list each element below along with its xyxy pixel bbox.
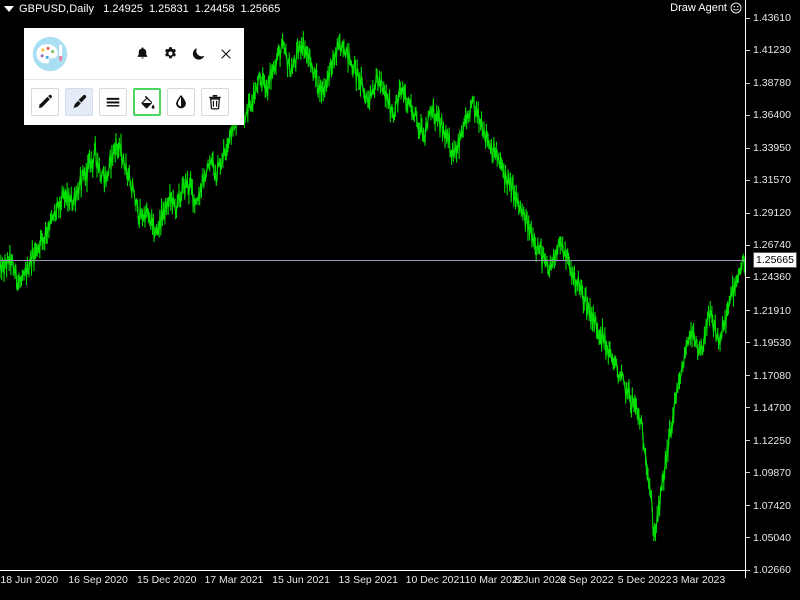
draw-panel-header	[24, 28, 244, 80]
price-tick: 1.21910	[746, 305, 791, 317]
ohlc-high: 1.25831	[148, 3, 189, 15]
paint-bucket-icon	[140, 95, 155, 109]
price-bars	[0, 31, 745, 542]
line-width-icon	[106, 97, 120, 107]
price-tick: 1.24360	[746, 271, 791, 283]
time-axis[interactable]: 18 Jun 2020 16 Sep 2020 15 Dec 2020 17 Mar …	[0, 570, 745, 600]
trash-icon	[209, 94, 221, 110]
price-tick: 1.17080	[746, 370, 791, 382]
time-tick: 13 Sep 2021	[338, 574, 399, 586]
pencil-icon	[39, 94, 52, 108]
price-tick: 1.36400	[746, 109, 791, 121]
ohlc-open: 1.24925	[103, 3, 143, 15]
ohlc-close: 1.25665	[240, 3, 281, 15]
ohlc-low: 1.24458	[194, 3, 235, 15]
price-tick: 1.31570	[746, 174, 791, 186]
dark-mode-moon-icon[interactable]	[190, 46, 206, 62]
draw-agent-panel[interactable]	[24, 28, 244, 125]
price-tick: 1.09870	[746, 467, 791, 479]
time-tick: 10 Dec 2021	[405, 574, 466, 586]
price-tick: 1.43610	[746, 12, 791, 24]
symbol-label: GBPUSD,Daily	[19, 3, 95, 15]
draw-agent-badge[interactable]: Draw Agent	[670, 2, 742, 14]
price-tick: 1.41230	[746, 44, 791, 56]
time-tick: 5 Dec 2022	[617, 574, 672, 586]
brush-tool[interactable]	[65, 88, 93, 116]
time-tick: 10 Mar 2022	[464, 574, 524, 586]
price-series	[0, 31, 745, 542]
fill-bucket-tool[interactable]	[133, 88, 161, 116]
price-tick: 1.07420	[746, 500, 791, 512]
time-tick: 8 Jun 2022	[514, 574, 567, 586]
time-tick: 18 Jun 2020	[0, 574, 59, 586]
chart-header: GBPUSD,Daily 1.24925 1.25831 1.24458 1.2…	[0, 0, 800, 18]
time-tick: 15 Dec 2020	[136, 574, 197, 586]
settings-gear-icon[interactable]	[162, 46, 178, 62]
draw-panel-toolbar	[24, 80, 244, 125]
line-width-tool[interactable]	[99, 88, 127, 116]
price-tick: 1.05040	[746, 532, 791, 544]
triangle-down-icon[interactable]	[4, 6, 14, 12]
price-tick: 1.12250	[746, 435, 791, 447]
current-price-label: 1.25665	[746, 251, 797, 268]
smiley-face-icon	[730, 2, 742, 14]
price-tick: 1.33950	[746, 142, 791, 154]
notifications-icon[interactable]	[134, 46, 150, 62]
close-icon[interactable]	[218, 46, 234, 62]
price-axis[interactable]: 1.43610 1.41230 1.38780 1.36400 1.33950 1.315…	[745, 0, 800, 578]
price-tick: 1.02660	[746, 564, 791, 576]
time-tick: 15 Jun 2021	[272, 574, 330, 586]
opacity-drop-tool[interactable]	[167, 88, 195, 116]
water-drop-icon	[176, 94, 186, 109]
brush-icon	[73, 94, 87, 109]
time-tick: 6 Sep 2022	[559, 574, 614, 586]
price-tick: 1.38780	[746, 77, 791, 89]
price-tick: 1.14700	[746, 402, 791, 414]
time-tick: 16 Sep 2020	[68, 574, 128, 586]
time-tick: 3 Mar 2023	[672, 574, 726, 586]
price-tick: 1.26740	[746, 239, 791, 251]
paint-palette-logo-icon	[32, 36, 68, 71]
price-tick: 1.29120	[746, 207, 791, 219]
time-tick: 17 Mar 2021	[204, 574, 264, 586]
price-tick: 1.19530	[746, 337, 791, 349]
draw-panel-actions	[134, 46, 236, 62]
draw-agent-label: Draw Agent	[670, 2, 727, 14]
current-price-line	[0, 259, 745, 261]
delete-tool[interactable]	[201, 88, 229, 116]
pencil-tool[interactable]	[31, 88, 59, 116]
